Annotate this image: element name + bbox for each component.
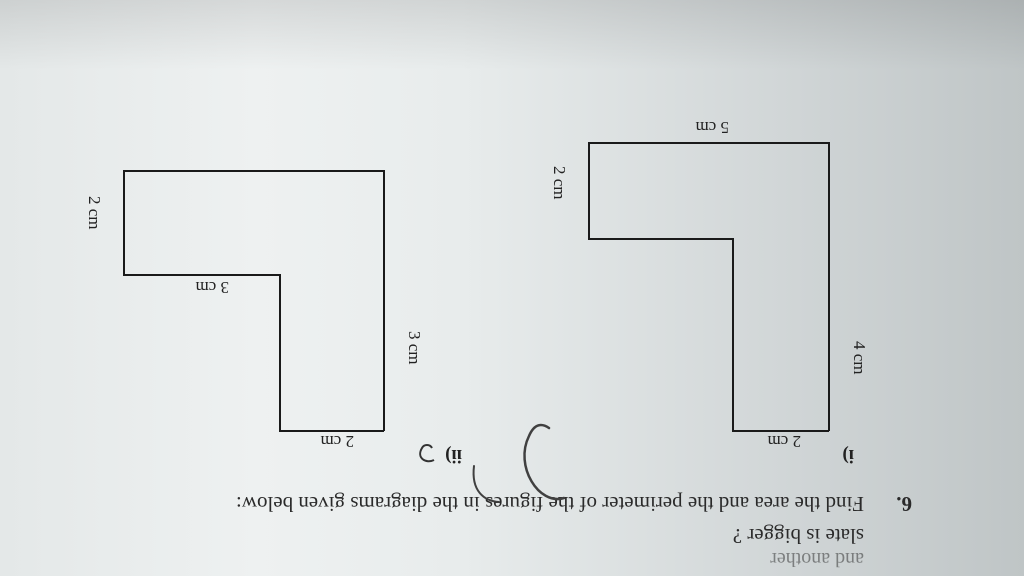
frag-slate-bigger: slate is bigger ?	[733, 523, 864, 548]
fig2-dim-top: 2 cm	[320, 431, 354, 451]
fig2-dim-left: 3 cm	[404, 331, 424, 365]
fig1-dim-top: 2 cm	[767, 431, 801, 451]
pencil-mark	[449, 416, 569, 506]
fig1-dim-inner: 2 cm	[549, 166, 569, 200]
fig2-dim-inner-top: 3 cm	[195, 277, 229, 297]
page-curve-shadow	[0, 0, 1024, 70]
figure-i: 2 cm 4 cm 2 cm 5 cm	[569, 81, 869, 451]
page-rotated: and another slate is bigger ? 6. Find th…	[0, 0, 1024, 576]
question-number: 6.	[896, 491, 912, 516]
figure-ii-shape	[104, 111, 424, 451]
figure-ii: 2 cm 3 cm 3 cm 2 cm	[104, 111, 424, 451]
fig2-dim-inner-right: 2 cm	[84, 196, 104, 230]
fig1-dim-left: 4 cm	[849, 341, 869, 375]
fig1-dim-bottom: 5 cm	[695, 117, 729, 137]
frag-and-another: and another	[770, 547, 864, 570]
label-ii: ii)	[445, 444, 462, 466]
